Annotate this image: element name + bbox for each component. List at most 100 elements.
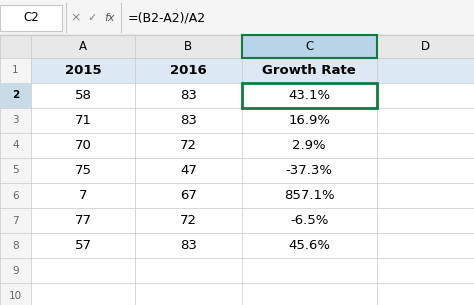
Text: 857.1%: 857.1% (284, 189, 335, 202)
Text: 2: 2 (12, 91, 18, 100)
Text: =(B2-A2)/A2: =(B2-A2)/A2 (128, 11, 206, 24)
Text: -37.3%: -37.3% (286, 164, 333, 177)
Bar (377, 133, 474, 158)
Text: 43.1%: 43.1% (288, 89, 330, 102)
Text: 83: 83 (180, 239, 197, 252)
Text: 2.9%: 2.9% (292, 139, 326, 152)
Bar (0, 83, 31, 108)
Bar (242, 58, 377, 83)
Bar (377, 58, 474, 83)
Text: 9: 9 (12, 266, 18, 275)
Bar (31, 158, 135, 183)
Bar (0, 83, 31, 108)
Bar (242, 35, 377, 58)
Text: 57: 57 (74, 239, 91, 252)
Bar (0, 233, 31, 258)
Bar (0, 35, 31, 58)
Text: ✓: ✓ (88, 13, 97, 23)
Bar (377, 258, 474, 283)
Bar (0, 208, 31, 233)
Bar (0, 158, 31, 183)
Text: 71: 71 (74, 114, 91, 127)
Text: 67: 67 (180, 189, 197, 202)
Bar (242, 258, 377, 283)
Text: 72: 72 (180, 214, 197, 227)
FancyBboxPatch shape (0, 0, 474, 35)
Bar (31, 183, 135, 208)
Bar (377, 83, 474, 108)
Bar (377, 108, 474, 133)
Bar (31, 258, 135, 283)
Bar (377, 233, 474, 258)
Bar (0, 283, 31, 305)
Bar (0, 5, 62, 30)
Text: 2: 2 (12, 91, 19, 100)
Text: 8: 8 (12, 241, 18, 250)
Text: 6: 6 (12, 191, 18, 200)
Text: 4: 4 (12, 141, 18, 150)
Bar (0, 183, 31, 208)
Bar (31, 83, 135, 108)
Bar (135, 233, 242, 258)
Text: 16.9%: 16.9% (288, 114, 330, 127)
Bar (377, 158, 474, 183)
Bar (135, 108, 242, 133)
Text: C: C (305, 40, 313, 53)
Bar (31, 108, 135, 133)
Bar (31, 283, 135, 305)
Text: 58: 58 (74, 89, 91, 102)
Bar (242, 133, 377, 158)
Text: 45.6%: 45.6% (288, 239, 330, 252)
Text: C2: C2 (23, 11, 39, 24)
Bar (135, 83, 242, 108)
Bar (242, 283, 377, 305)
Bar (377, 283, 474, 305)
Bar (242, 35, 377, 58)
Text: Growth Rate: Growth Rate (263, 64, 356, 77)
Bar (31, 58, 135, 83)
Text: 72: 72 (180, 139, 197, 152)
Bar (0, 35, 474, 58)
Bar (0, 58, 31, 83)
Bar (135, 133, 242, 158)
Text: 2015: 2015 (64, 64, 101, 77)
Text: B: B (184, 40, 192, 53)
Text: A: A (79, 40, 87, 53)
Text: 7: 7 (79, 189, 87, 202)
Text: 5: 5 (12, 166, 18, 175)
Text: 70: 70 (74, 139, 91, 152)
Bar (242, 183, 377, 208)
Text: -6.5%: -6.5% (290, 214, 328, 227)
Bar (242, 108, 377, 133)
Bar (242, 233, 377, 258)
Text: 3: 3 (12, 116, 18, 125)
Bar (242, 208, 377, 233)
Bar (31, 208, 135, 233)
Bar (135, 183, 242, 208)
Text: D: D (421, 40, 430, 53)
Bar (242, 83, 377, 108)
Text: 1: 1 (12, 66, 18, 75)
Text: ×: × (71, 11, 81, 24)
Text: 83: 83 (180, 89, 197, 102)
Bar (135, 208, 242, 233)
Bar (135, 158, 242, 183)
Bar (0, 258, 31, 283)
Text: 10: 10 (9, 291, 22, 300)
Text: 77: 77 (74, 214, 91, 227)
Text: 83: 83 (180, 114, 197, 127)
Bar (135, 258, 242, 283)
Bar (377, 183, 474, 208)
Bar (0, 108, 31, 133)
Bar (135, 58, 242, 83)
Text: 47: 47 (180, 164, 197, 177)
Bar (242, 83, 377, 108)
Bar (135, 283, 242, 305)
Bar (0, 133, 31, 158)
Text: 75: 75 (74, 164, 91, 177)
Text: 2016: 2016 (170, 64, 207, 77)
Text: 7: 7 (12, 216, 18, 225)
Text: fx: fx (104, 13, 114, 23)
Bar (31, 133, 135, 158)
Bar (242, 158, 377, 183)
